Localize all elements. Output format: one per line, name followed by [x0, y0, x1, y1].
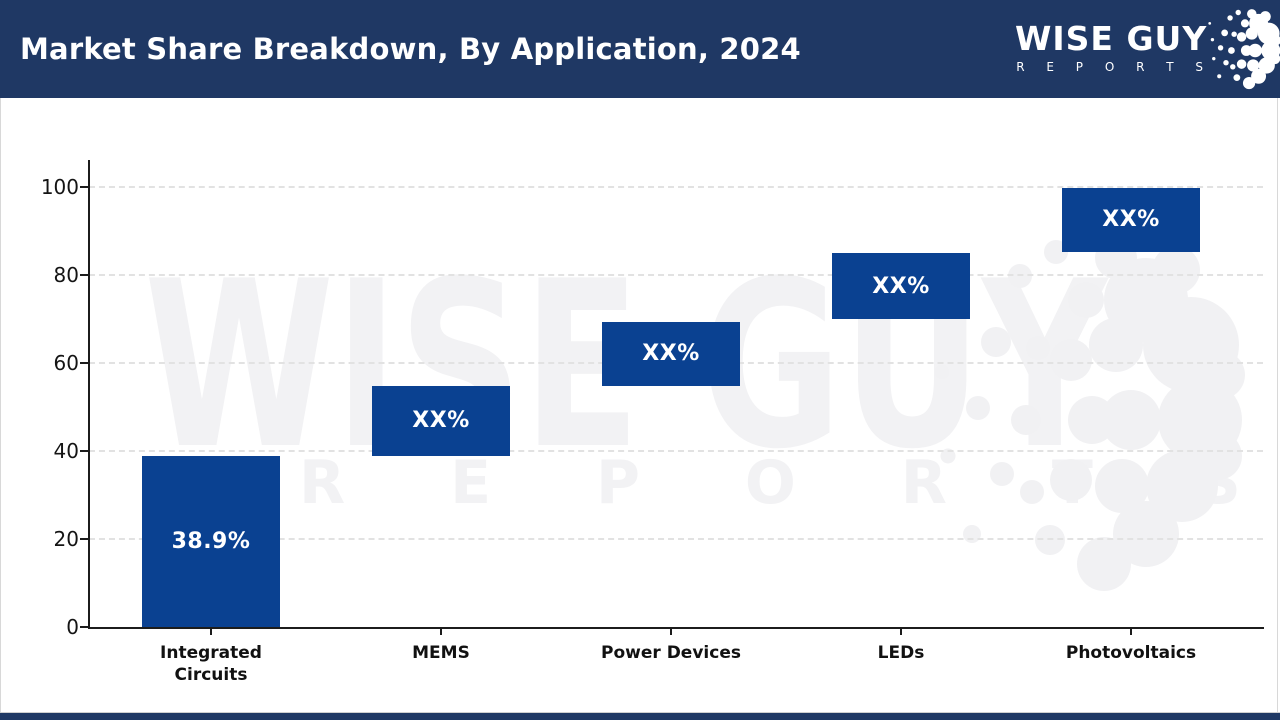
y-gridline: [89, 274, 1263, 276]
bar-value-label: 38.9%: [171, 528, 251, 554]
x-tick-mark: [1130, 628, 1132, 635]
wiseguy-logo: WISE GUY R E P O R T S: [1015, 0, 1280, 98]
y-tick-mark: [80, 450, 88, 452]
bar-segment: XX%: [372, 385, 510, 456]
bar-value-label: XX%: [642, 341, 700, 367]
y-gridline: [89, 450, 1263, 452]
y-tick-mark: [80, 626, 88, 628]
bar-segment: XX%: [602, 321, 740, 386]
footer-bar: [0, 713, 1280, 720]
bar-value-label: XX%: [1102, 207, 1160, 233]
y-tick-label: 100: [40, 175, 79, 199]
bar-value-label: XX%: [412, 408, 470, 434]
y-tick-label: 80: [53, 263, 79, 287]
header: Market Share Breakdown, By Application, …: [0, 0, 1280, 98]
y-tick-mark: [80, 538, 88, 540]
y-tick-mark: [80, 362, 88, 364]
logo-wordmark: WISE GUY: [1014, 19, 1208, 58]
logo-subtitle: R E P O R T S: [1016, 60, 1212, 74]
y-gridline: [89, 538, 1263, 540]
chart-area: WISE GUY R E P O R T S 0 20 40 60 80 100 38.9%…: [0, 98, 1278, 712]
y-tick-label: 60: [53, 351, 79, 375]
y-tick-label: 20: [53, 527, 79, 551]
bar-segment: 38.9%: [142, 455, 280, 627]
y-gridline: [89, 186, 1263, 188]
y-axis: [88, 160, 90, 629]
x-tick-mark: [670, 628, 672, 635]
bar-segment: XX%: [832, 253, 970, 320]
x-category-label: LEDs: [877, 643, 925, 663]
y-tick-label: 40: [53, 439, 79, 463]
x-tick-mark: [900, 628, 902, 635]
y-tick-mark: [80, 186, 88, 188]
y-tick-label: 0: [66, 615, 79, 639]
x-tick-mark: [440, 628, 442, 635]
x-category-label: Power Devices: [601, 643, 741, 663]
page-title: Market Share Breakdown, By Application, …: [20, 32, 801, 66]
x-category-label: Integrated Circuits: [160, 643, 262, 686]
x-axis: [88, 627, 1264, 629]
bar-segment: XX%: [1062, 187, 1200, 253]
wiseguy-face-icon: [1208, 9, 1280, 90]
x-tick-mark: [210, 628, 212, 635]
y-tick-mark: [80, 274, 88, 276]
logo-text: WISE GUY R E P O R T S: [1010, 22, 1212, 74]
bar-value-label: XX%: [872, 273, 930, 299]
x-category-label: MEMS: [412, 643, 470, 663]
footer-divider: [0, 712, 1280, 713]
x-category-label: Photovoltaics: [1065, 643, 1197, 663]
